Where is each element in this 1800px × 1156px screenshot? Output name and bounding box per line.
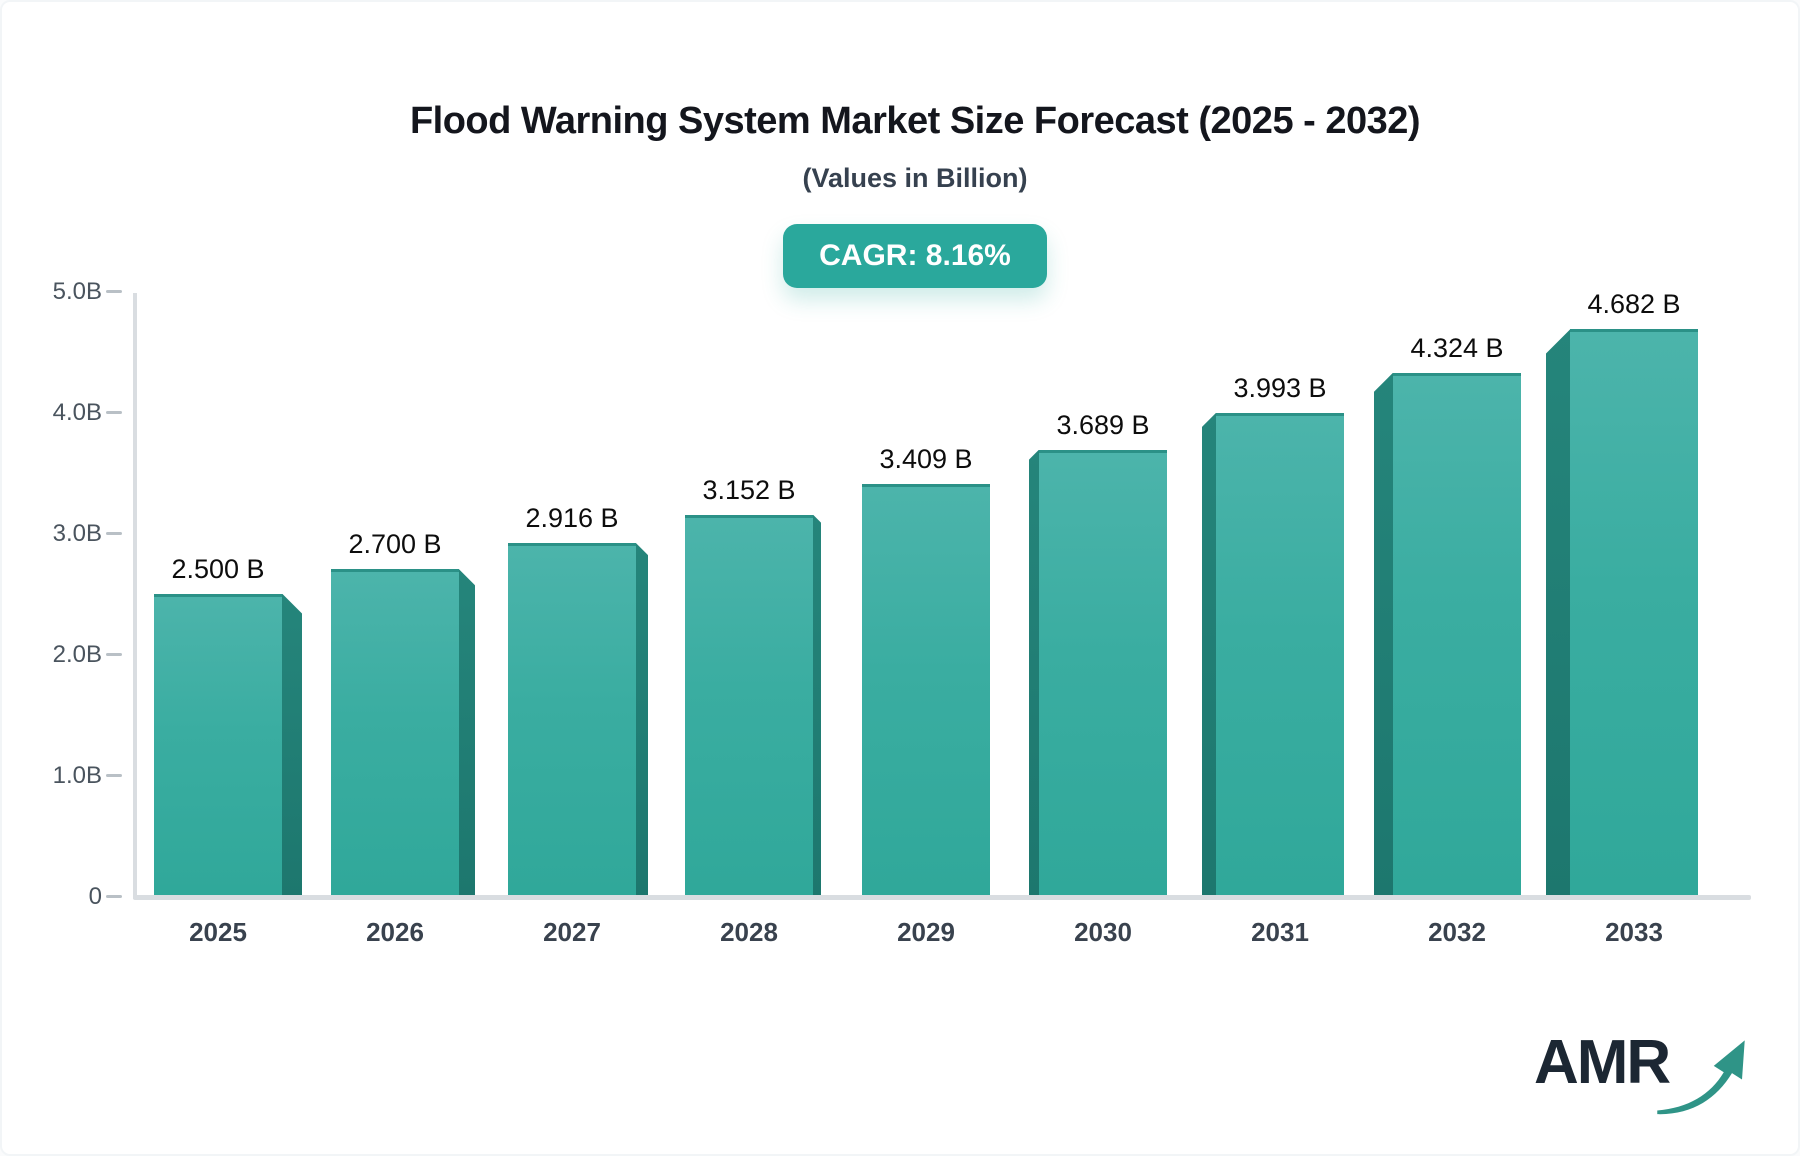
bar-front-face	[508, 543, 636, 895]
y-axis-tick-label: 0	[88, 883, 102, 910]
y-axis-tick-label: 3.0B	[52, 520, 102, 547]
bar-value-label: 2.700 B	[348, 529, 442, 560]
bar-front-face	[1216, 412, 1344, 895]
x-axis-year-label: 2025	[189, 917, 247, 947]
y-axis-tick-label: 5.0B	[52, 278, 102, 305]
x-axis-year-label: 2029	[897, 917, 955, 947]
bar-front-face	[331, 569, 459, 895]
cagr-badge: CAGR: 8.16%	[783, 224, 1047, 288]
amr-logo-text: AMR	[1534, 1028, 1671, 1097]
x-axis-year-label: 2027	[543, 917, 601, 947]
bar-value-label: 3.152 B	[702, 474, 796, 505]
x-axis-baseline	[133, 895, 1751, 900]
amr-logo: AMR	[1534, 1032, 1747, 1116]
bar-value-label: 3.993 B	[1233, 372, 1327, 403]
y-axis-tick	[106, 894, 122, 898]
bar-value-label: 4.324 B	[1410, 332, 1504, 363]
y-axis-line	[133, 293, 137, 899]
bar-front-face	[1570, 329, 1698, 895]
chart-subtitle: (Values in Billion)	[802, 163, 1028, 193]
y-axis-tick-label: 1.0B	[52, 762, 102, 789]
bar-side-face	[813, 514, 821, 895]
bar-side-face	[282, 593, 302, 895]
bar-side-face	[1029, 449, 1039, 895]
bar-front-face	[685, 514, 813, 895]
y-axis-tick	[106, 773, 122, 777]
bar-front-face	[154, 593, 282, 895]
bar-side-face	[1202, 412, 1216, 895]
y-axis-tick-label: 2.0B	[52, 641, 102, 668]
bar-side-face	[1374, 372, 1393, 895]
x-axis-year-label: 2028	[720, 917, 778, 947]
chart-title: Flood Warning System Market Size Forecas…	[409, 100, 1421, 142]
x-axis-year-label: 2026	[366, 917, 424, 947]
bar-side-face	[459, 569, 475, 895]
x-axis-year-label: 2032	[1428, 917, 1486, 947]
x-axis-year-label: 2033	[1605, 917, 1663, 947]
bar-value-label: 3.689 B	[1056, 409, 1150, 440]
bar-value-label: 2.916 B	[525, 503, 619, 534]
bar-front-face	[1393, 372, 1521, 895]
y-axis-tick	[106, 531, 122, 535]
bar-front-face	[862, 483, 990, 895]
y-axis-tick	[106, 289, 122, 293]
y-axis-tick-label: 4.0B	[52, 399, 102, 426]
y-axis-tick	[106, 410, 122, 414]
chart-header: Flood Warning System Market Size Forecas…	[32, 2, 1798, 288]
bar-front-face	[1039, 449, 1167, 895]
x-axis-year-label: 2031	[1251, 917, 1309, 947]
bar-side-face	[636, 543, 648, 895]
bar-value-label: 4.682 B	[1587, 289, 1681, 320]
bar-side-face	[1546, 329, 1570, 895]
y-axis-tick	[106, 652, 122, 656]
growth-arrow-icon	[1657, 1040, 1745, 1115]
x-axis-year-label: 2030	[1074, 917, 1132, 947]
bar-value-label: 3.409 B	[879, 443, 973, 474]
bar-value-label: 2.500 B	[171, 553, 265, 584]
